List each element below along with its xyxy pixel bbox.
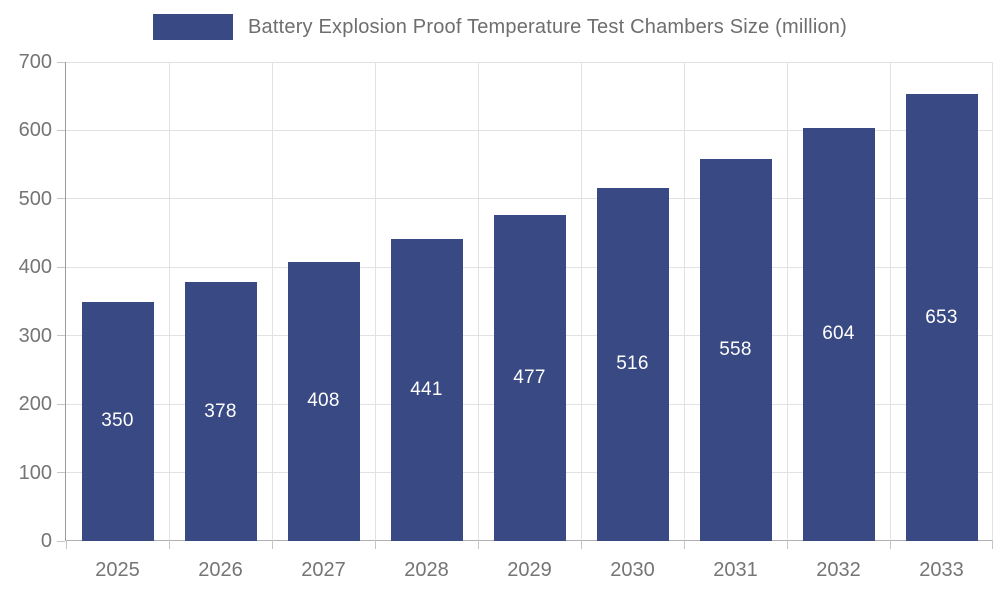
- y-tick-mark: [57, 335, 65, 337]
- legend-swatch: [153, 14, 233, 40]
- y-tick-label: 300: [18, 324, 52, 347]
- bar: 408: [287, 261, 360, 541]
- y-tick-label: 600: [18, 119, 52, 142]
- x-tick-mark: [684, 540, 685, 549]
- bar: 378: [184, 282, 257, 541]
- y-tick-mark: [57, 61, 65, 63]
- legend-label: Battery Explosion Proof Temperature Test…: [248, 15, 847, 38]
- bar-value-label: 378: [204, 400, 237, 422]
- y-tick-label: 200: [18, 393, 52, 416]
- y-tick-mark: [57, 403, 65, 405]
- y-tick-mark: [57, 540, 65, 542]
- x-tick-mark: [581, 540, 582, 549]
- x-tick-label: 2029: [507, 559, 552, 581]
- y-tick-label: 100: [18, 461, 52, 484]
- bar: 516: [596, 187, 669, 541]
- x-tick-mark: [66, 540, 67, 549]
- bar: 604: [802, 127, 875, 541]
- gridline-h: [66, 198, 992, 200]
- x-tick-mark: [787, 540, 788, 549]
- bar: 558: [699, 159, 772, 541]
- x-tick-label: 2027: [301, 559, 346, 581]
- gridline-h: [66, 129, 992, 131]
- x-tick-label: 2030: [610, 559, 655, 581]
- legend-item[interactable]: Battery Explosion Proof Temperature Test…: [0, 14, 1000, 40]
- y-tick-mark: [57, 472, 65, 474]
- y-tick-label: 0: [40, 530, 52, 552]
- x-tick-label: 2026: [198, 559, 243, 581]
- x-tick-mark: [375, 540, 376, 549]
- bar-value-label: 604: [822, 323, 855, 345]
- gridline-v: [786, 62, 788, 540]
- x-tick-mark: [890, 540, 891, 549]
- bar-value-label: 408: [307, 390, 340, 412]
- bar-value-label: 653: [925, 306, 958, 328]
- gridline-v: [477, 62, 479, 540]
- y-tick-label: 400: [18, 256, 52, 279]
- gridline-v: [168, 62, 170, 540]
- gridline-v: [991, 62, 993, 540]
- x-tick-label: 2033: [919, 559, 964, 581]
- x-tick-label: 2031: [713, 559, 758, 581]
- plot-area: 0 100 200 300 400 500 600 700 2025 350 2026 378 2027…: [19, 51, 993, 581]
- gridline-v: [580, 62, 582, 540]
- gridline-v: [374, 62, 376, 540]
- y-tick-mark: [57, 266, 65, 268]
- x-tick-label: 2028: [404, 559, 449, 581]
- x-tick-label: 2032: [816, 559, 861, 581]
- y-tick-label: 700: [18, 51, 52, 73]
- bar-value-label: 558: [719, 339, 752, 361]
- bar: 350: [81, 301, 154, 541]
- bar-value-label: 516: [616, 353, 649, 375]
- y-tick-mark: [57, 129, 65, 131]
- x-tick-mark: [992, 540, 993, 549]
- y-tick-mark: [57, 198, 65, 200]
- x-tick-mark: [478, 540, 479, 549]
- gridline-v: [683, 62, 685, 540]
- bar-value-label: 441: [410, 379, 443, 401]
- bar-value-label: 350: [101, 410, 134, 432]
- x-tick-mark: [272, 540, 273, 549]
- bar-value-label: 477: [513, 366, 546, 388]
- gridline-h: [66, 61, 992, 63]
- bar: 653: [905, 94, 978, 541]
- gridline-v: [889, 62, 891, 540]
- x-tick-label: 2025: [95, 559, 140, 581]
- y-tick-label: 500: [18, 187, 52, 210]
- bar: 441: [390, 239, 463, 541]
- bar: 477: [493, 214, 566, 541]
- x-tick-mark: [169, 540, 170, 549]
- gridline-v: [271, 62, 273, 540]
